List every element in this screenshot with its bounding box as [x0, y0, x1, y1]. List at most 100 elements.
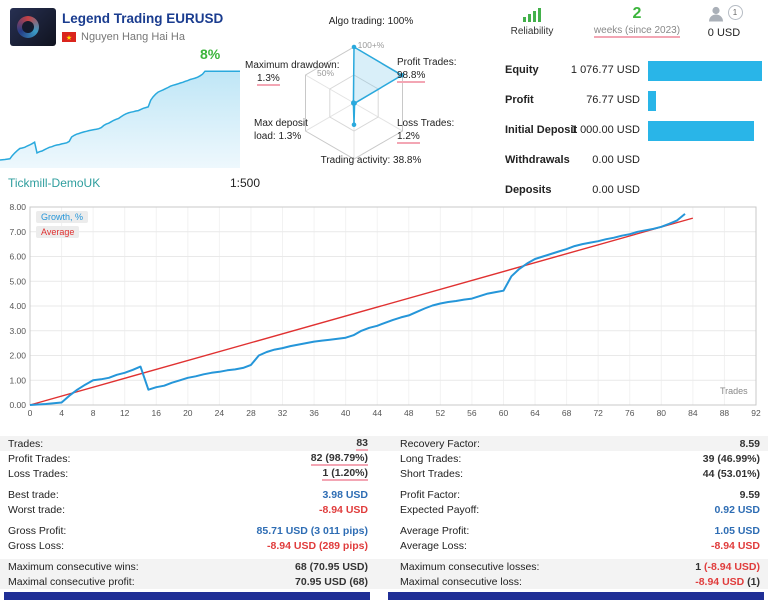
radar-deposit-load-text2: load: 1.3% — [254, 130, 302, 142]
stat-cell-left: Maximum consecutive wins: 68 (70.95 USD) — [0, 561, 384, 573]
equity-sparkline — [0, 70, 240, 168]
svg-text:20: 20 — [183, 408, 193, 418]
next-section-strip — [388, 592, 764, 600]
radar-ring-label-100: 100+% — [357, 40, 385, 50]
svg-text:0: 0 — [28, 408, 33, 418]
svg-text:3.00: 3.00 — [9, 326, 26, 336]
avatar-logo-icon — [17, 16, 39, 38]
stat-cell-right: Maximal consecutive loss: -8.94 USD (1) — [384, 576, 768, 588]
stat-value: 1 (1.20%) — [322, 467, 368, 481]
stat-cell-left: Worst trade: -8.94 USD — [0, 504, 384, 516]
stat-label: Best trade: — [8, 488, 59, 501]
account-row-label: Withdrawals — [505, 154, 570, 166]
svg-text:60: 60 — [499, 408, 509, 418]
stat-label: Recovery Factor: — [400, 437, 480, 450]
radar-label-maximum-drawdown: Maximum drawdown: 1.3% — [245, 60, 345, 86]
stat-value: 44 (53.01%) — [703, 468, 760, 480]
leverage-value: 1:500 — [230, 176, 261, 190]
stat-cell-right: Maximum consecutive losses: 1 (-8.94 USD) — [384, 561, 768, 573]
reliability-label: Reliability — [510, 26, 554, 37]
account-row: Profit 76.77 USD — [498, 86, 764, 116]
stat-cell-right: Average Loss: -8.94 USD — [384, 540, 768, 552]
svg-text:80: 80 — [657, 408, 667, 418]
reliability-bars-icon — [522, 8, 542, 22]
stat-cell-right: Recovery Factor: 8.59 — [384, 438, 768, 450]
stat-label: Average Loss: — [400, 539, 467, 552]
weeks-caption: weeks (since 2023) — [593, 25, 681, 38]
subscribers-block: 1 0 USD — [690, 5, 758, 39]
weeks-value: 2 — [632, 5, 642, 22]
growth-percent-badge: 8% — [200, 46, 221, 62]
author-name[interactable]: Nguyen Hang Hai Ha — [81, 31, 185, 43]
radar-label-max-deposit-load: Max deposit load: 1.3% — [254, 118, 308, 143]
stat-value-part: -8.94 USD — [695, 575, 748, 588]
stat-value: 85.71 USD (3 011 pips) — [257, 525, 368, 537]
stat-cell-right: Average Profit: 1.05 USD — [384, 525, 768, 537]
stat-cell-left: Gross Profit: 85.71 USD (3 011 pips) — [0, 525, 384, 537]
stat-value-part: 1.05 USD — [714, 524, 760, 537]
svg-text:64: 64 — [530, 408, 540, 418]
account-row: Equity 1 076.77 USD — [498, 56, 764, 86]
svg-text:68: 68 — [562, 408, 572, 418]
radar-drawdown-text: Maximum drawdown: — [245, 60, 340, 71]
svg-text:72: 72 — [593, 408, 603, 418]
stat-value-part: 1 (1.20%) — [322, 466, 368, 479]
stats-row: Maximal consecutive profit: 70.95 USD (68… — [0, 574, 768, 589]
account-row-value: 0.00 USD — [592, 184, 640, 196]
radar-label-loss-trades: Loss Trades: 1.2% — [397, 118, 454, 144]
svg-text:40: 40 — [341, 408, 351, 418]
stat-cell-left: Maximal consecutive profit: 70.95 USD (68… — [0, 576, 384, 588]
svg-text:48: 48 — [404, 408, 414, 418]
radar-loss-trades-value: 1.2% — [397, 130, 420, 144]
stat-value: 70.95 USD (68) — [295, 576, 368, 588]
stat-value: 8.59 — [740, 438, 760, 450]
account-row-label: Equity — [505, 64, 539, 76]
stat-cell-right: Long Trades: 39 (46.99%) — [384, 453, 768, 465]
stat-value: 68 (70.95 USD) — [295, 561, 368, 573]
stat-value: 83 — [356, 437, 368, 451]
svg-text:5.00: 5.00 — [9, 276, 26, 286]
stats-row: Best trade: 3.98 USD Profit Factor: 9.59 — [0, 487, 768, 502]
account-bar-fill — [648, 61, 762, 81]
stats-row: Gross Loss: -8.94 USD (289 pips) Average L… — [0, 538, 768, 553]
radar-chart: Algo trading: 100% 100+% 50% Profit Trad… — [237, 4, 505, 192]
stat-value-part: (-8.94 USD) — [703, 560, 760, 573]
chart-x-axis-title: Trades — [720, 386, 748, 396]
stat-value-part: -8.94 USD — [267, 539, 319, 552]
stats-row: Trades: 83 Recovery Factor: 8.59 — [0, 436, 768, 451]
account-bar-fill — [648, 91, 657, 111]
broker-link[interactable]: Tickmill-DemoUK — [8, 176, 101, 190]
stat-cell-right: Expected Payoff: 0.92 USD — [384, 504, 768, 516]
reliability-block: Reliability — [503, 8, 561, 37]
account-table: Equity 1 076.77 USD Profit 76.77 USD Initial… — [498, 56, 764, 206]
stat-value-part: -8.94 USD — [710, 539, 760, 552]
svg-text:28: 28 — [246, 408, 256, 418]
stat-cell-left: Gross Loss: -8.94 USD (289 pips) — [0, 540, 384, 552]
stat-value-part: 39 (46.99%) — [702, 452, 760, 465]
account-bar-fill — [648, 121, 754, 141]
stat-label: Gross Loss: — [8, 539, 65, 552]
account-row-label: Profit — [505, 94, 534, 106]
stat-value-part: 70.95 USD (68) — [295, 575, 368, 588]
svg-text:4: 4 — [59, 408, 64, 418]
stat-cell-left: Best trade: 3.98 USD — [0, 489, 384, 501]
account-row: Initial Deposit 1 000.00 USD — [498, 116, 764, 146]
stat-cell-right: Profit Factor: 9.59 — [384, 489, 768, 501]
growth-chart-svg: 0.001.002.003.004.005.006.007.008.000 4 8 1… — [9, 202, 761, 418]
account-row-bar — [648, 121, 762, 141]
radar-label-trading-activity: Trading activity: 38.8% — [320, 155, 422, 166]
svg-text:0.00: 0.00 — [9, 400, 26, 410]
stat-label: Maximum consecutive wins: — [8, 560, 139, 573]
stat-value-part: -8.94 USD — [318, 503, 368, 516]
account-row-value: 1 076.77 USD — [570, 64, 640, 76]
stats-row: Profit Trades: 82 (98.79%) Long Trades: 39 … — [0, 451, 768, 466]
stat-label: Expected Payoff: — [400, 503, 480, 516]
account-row-label: Deposits — [505, 184, 552, 196]
account-row-bar — [648, 91, 762, 111]
stat-value: -8.94 USD (1) — [695, 576, 760, 588]
stat-value: 1 (-8.94 USD) — [695, 561, 760, 573]
chart-legend-average: Average — [36, 226, 80, 238]
stat-value-part: 68 (70.95 USD) — [295, 560, 368, 573]
stat-label: Maximum consecutive losses: — [400, 560, 540, 573]
